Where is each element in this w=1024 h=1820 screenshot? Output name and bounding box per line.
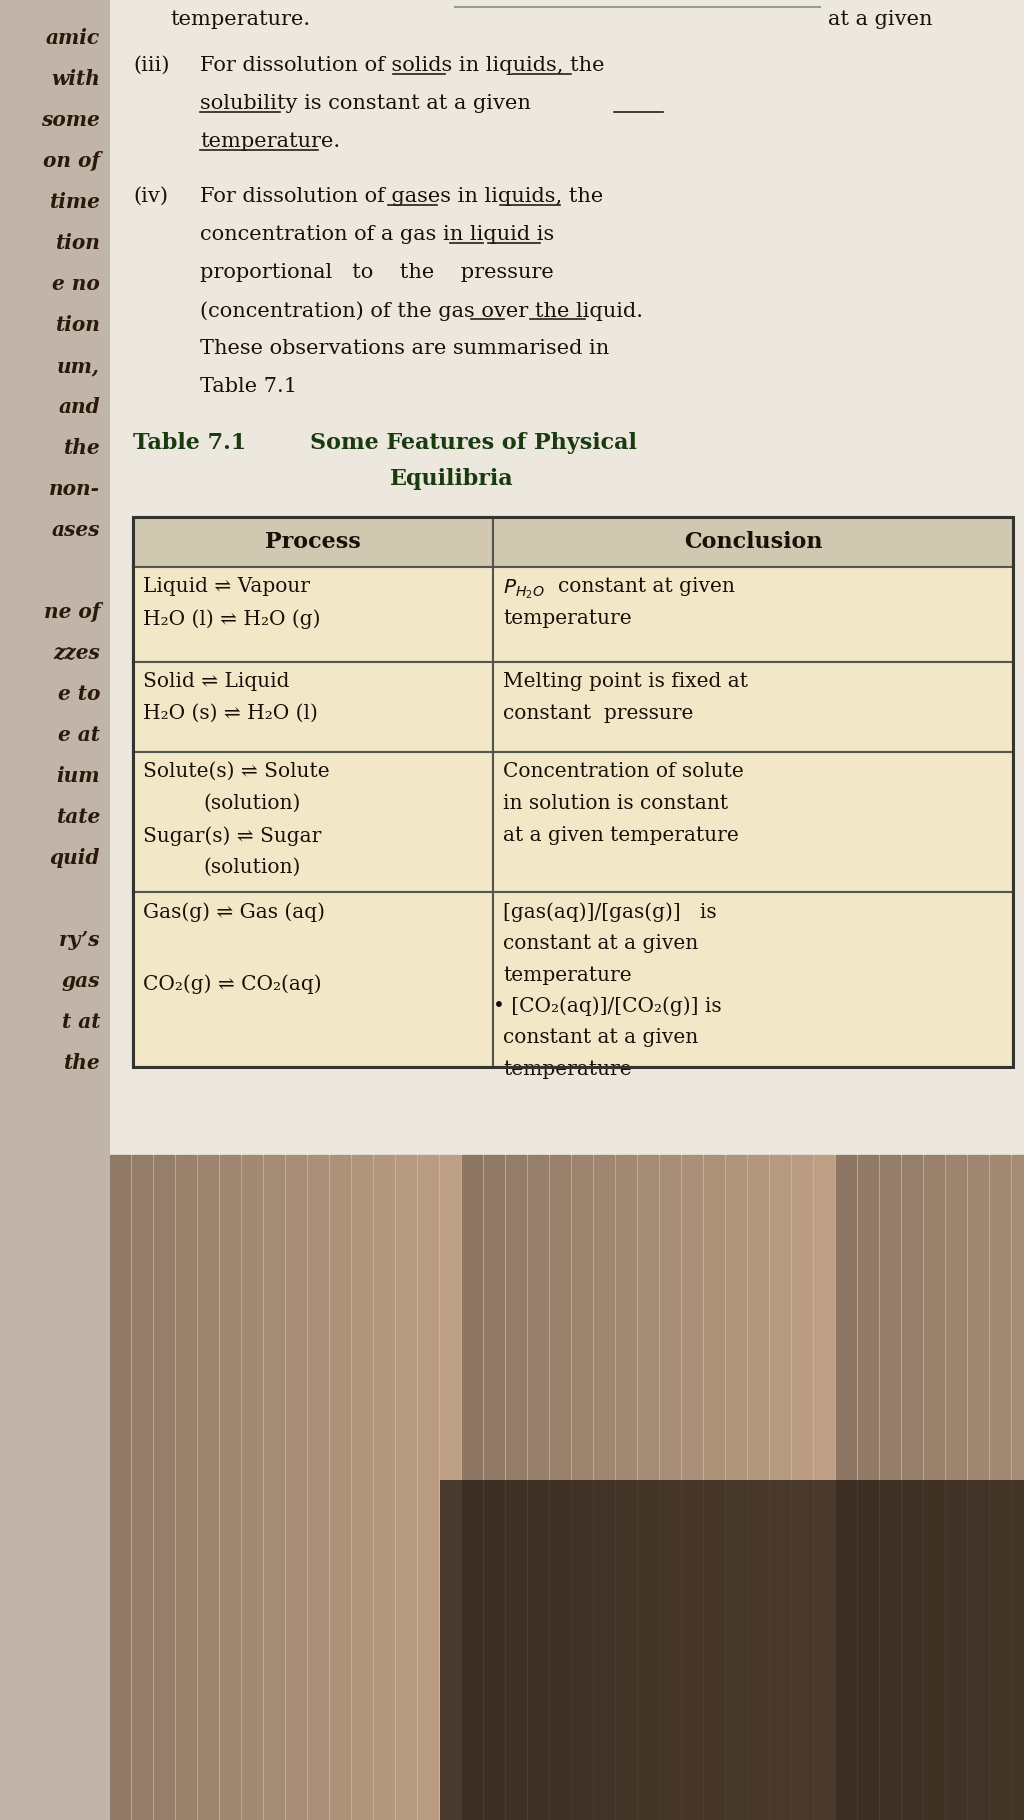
Text: constant  pressure: constant pressure <box>503 704 693 723</box>
Text: • [CO₂(aq)]/[CO₂(g)] is: • [CO₂(aq)]/[CO₂(g)] is <box>493 996 722 1016</box>
Text: Solute(s) ⇌ Solute: Solute(s) ⇌ Solute <box>143 763 330 781</box>
Text: quid: quid <box>49 848 100 868</box>
Text: Solid ⇌ Liquid: Solid ⇌ Liquid <box>143 672 290 692</box>
FancyBboxPatch shape <box>133 568 493 662</box>
FancyBboxPatch shape <box>133 662 493 752</box>
Text: Process: Process <box>265 531 360 553</box>
Text: at a given: at a given <box>828 9 933 29</box>
Text: amic: amic <box>46 27 100 47</box>
Text: tion: tion <box>55 233 100 253</box>
Text: H₂O (l) ⇌ H₂O (g): H₂O (l) ⇌ H₂O (g) <box>143 610 321 628</box>
Text: temperature: temperature <box>503 966 632 985</box>
Text: Some Features of Physical: Some Features of Physical <box>310 431 637 453</box>
Text: temperature.: temperature. <box>200 133 340 151</box>
Text: Melting point is fixed at: Melting point is fixed at <box>503 672 748 692</box>
FancyBboxPatch shape <box>440 1480 1024 1820</box>
Text: (iv): (iv) <box>133 187 168 206</box>
FancyBboxPatch shape <box>133 517 493 568</box>
Text: CO₂(g) ⇌ CO₂(aq): CO₂(g) ⇌ CO₂(aq) <box>143 974 322 994</box>
FancyBboxPatch shape <box>493 892 1013 1067</box>
Text: proportional   to    the    pressure: proportional to the pressure <box>200 264 554 282</box>
Text: constant at a given: constant at a given <box>503 934 698 954</box>
Text: e to: e to <box>57 684 100 704</box>
Text: These observations are summarised in: These observations are summarised in <box>200 339 609 359</box>
Text: For dissolution of solids in liquids, the: For dissolution of solids in liquids, th… <box>200 56 604 75</box>
Text: Table 7.1: Table 7.1 <box>133 431 246 453</box>
Text: at a given temperature: at a given temperature <box>503 826 738 844</box>
Text: solubility is constant at a given: solubility is constant at a given <box>200 95 530 113</box>
Text: with: with <box>51 69 100 89</box>
Text: t at: t at <box>61 1012 100 1032</box>
FancyBboxPatch shape <box>0 0 110 1820</box>
Text: non-: non- <box>49 479 100 499</box>
Text: and: and <box>58 397 100 417</box>
Text: ry’s: ry’s <box>58 930 100 950</box>
Text: ium: ium <box>56 766 100 786</box>
Text: (solution): (solution) <box>203 857 300 877</box>
Text: time: time <box>49 191 100 211</box>
FancyBboxPatch shape <box>493 662 1013 752</box>
FancyBboxPatch shape <box>493 517 1013 568</box>
Text: Equilibria: Equilibria <box>390 468 514 490</box>
Text: the: the <box>63 1054 100 1074</box>
Text: Gas(g) ⇌ Gas (aq): Gas(g) ⇌ Gas (aq) <box>143 903 325 921</box>
Text: (iii): (iii) <box>133 56 170 75</box>
FancyBboxPatch shape <box>493 568 1013 662</box>
Text: e no: e no <box>52 275 100 295</box>
FancyBboxPatch shape <box>133 752 493 892</box>
Text: (concentration) of the gas over the liquid.: (concentration) of the gas over the liqu… <box>200 300 643 320</box>
Text: concentration of a gas in liquid is: concentration of a gas in liquid is <box>200 226 554 244</box>
Text: For dissolution of gases in liquids, the: For dissolution of gases in liquids, the <box>200 187 603 206</box>
FancyBboxPatch shape <box>133 892 493 1067</box>
Text: constant at a given: constant at a given <box>503 1028 698 1046</box>
Text: constant at given: constant at given <box>558 577 735 595</box>
Text: some: some <box>41 109 100 129</box>
Text: e at: e at <box>58 724 100 744</box>
Text: H₂O (s) ⇌ H₂O (l): H₂O (s) ⇌ H₂O (l) <box>143 704 317 723</box>
Text: $P_{H_2O}$: $P_{H_2O}$ <box>503 577 545 601</box>
FancyBboxPatch shape <box>108 0 1024 1156</box>
Text: temperature: temperature <box>503 610 632 628</box>
Text: tate: tate <box>55 806 100 826</box>
Text: Liquid ⇌ Vapour: Liquid ⇌ Vapour <box>143 577 310 595</box>
Text: zzes: zzes <box>53 642 100 662</box>
Text: (solution): (solution) <box>203 794 300 814</box>
Text: on of: on of <box>43 151 100 171</box>
Text: temperature.: temperature. <box>170 9 310 29</box>
FancyBboxPatch shape <box>493 752 1013 892</box>
Text: Conclusion: Conclusion <box>684 531 822 553</box>
Text: um,: um, <box>57 357 100 377</box>
Text: the: the <box>63 439 100 459</box>
Text: Table 7.1: Table 7.1 <box>200 377 297 397</box>
Text: [gas(aq)]/[gas(g)]   is: [gas(aq)]/[gas(g)] is <box>503 903 717 921</box>
Text: Concentration of solute: Concentration of solute <box>503 763 743 781</box>
Text: gas: gas <box>61 972 100 992</box>
Text: Sugar(s) ⇌ Sugar: Sugar(s) ⇌ Sugar <box>143 826 322 846</box>
Text: in solution is constant: in solution is constant <box>503 794 728 814</box>
Text: ases: ases <box>51 521 100 541</box>
Text: ne of: ne of <box>44 602 100 622</box>
Text: tion: tion <box>55 315 100 335</box>
Text: temperature: temperature <box>503 1059 632 1079</box>
